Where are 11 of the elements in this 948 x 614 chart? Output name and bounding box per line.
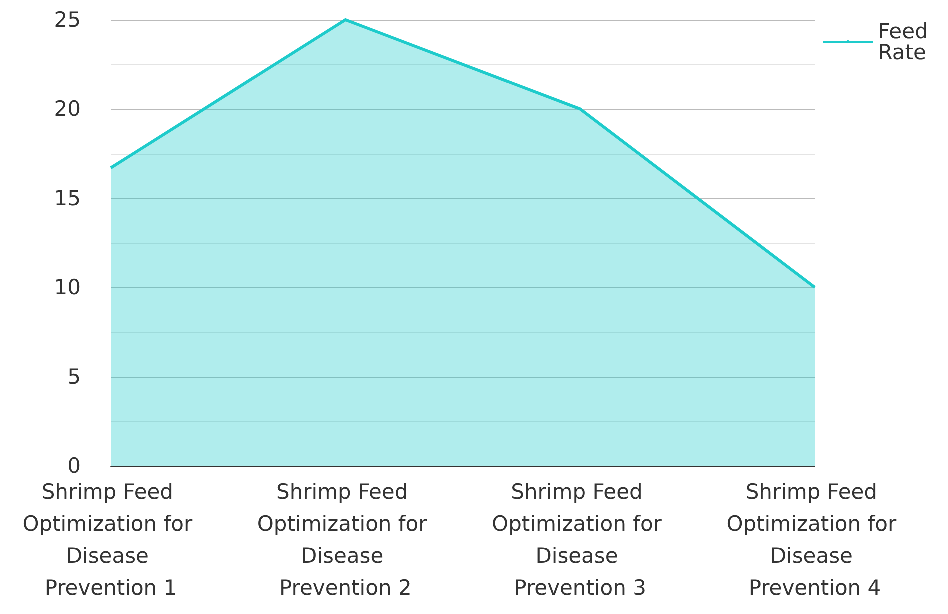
y-tick-label: 5 — [68, 364, 81, 389]
y-tick-label: 20 — [54, 97, 81, 122]
y-tick-label: 10 — [54, 276, 81, 300]
x-tick-label: Shrimp Feed Optimization for Disease Prevention 1 — [22, 480, 200, 600]
x-tick-label: Shrimp Feed Optimization for Disease Prevention 3 — [492, 480, 669, 600]
x-tick-label: Shrimp Feed Optimization for Disease Prevention 4 — [726, 480, 904, 600]
y-tick-label: 25 — [54, 8, 81, 32]
legend-label: Feed Rate — [878, 20, 936, 64]
x-tick-label: Shrimp Feed Optimization for Disease Prevention 2 — [257, 480, 434, 600]
y-tick-label: 0 — [68, 454, 81, 478]
y-tick-label: 15 — [54, 186, 81, 210]
